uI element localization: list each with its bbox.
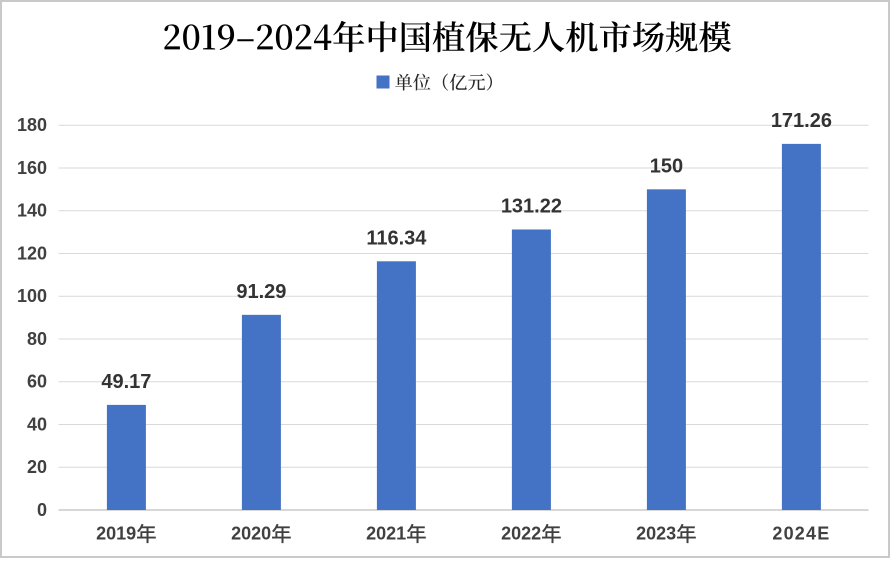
svg-text:80: 80 — [27, 329, 47, 349]
svg-text:131.22: 131.22 — [501, 195, 562, 217]
svg-text:140: 140 — [17, 201, 47, 221]
svg-text:150: 150 — [650, 155, 683, 177]
svg-text:0: 0 — [37, 500, 47, 520]
svg-text:120: 120 — [17, 243, 47, 263]
svg-text:180: 180 — [17, 115, 47, 135]
svg-text:2020: 2020 — [231, 524, 271, 544]
svg-text:40: 40 — [27, 414, 47, 434]
svg-text:171.26: 171.26 — [771, 110, 832, 132]
svg-text:2023: 2023 — [636, 524, 676, 544]
svg-text:2022: 2022 — [501, 524, 541, 544]
svg-text:91.29: 91.29 — [236, 281, 286, 303]
svg-text:2019: 2019 — [96, 524, 136, 544]
svg-text:100: 100 — [17, 286, 47, 306]
svg-text:2021: 2021 — [366, 524, 406, 544]
svg-text:116.34: 116.34 — [366, 227, 427, 249]
svg-text:20: 20 — [27, 457, 47, 477]
svg-text:49.17: 49.17 — [101, 371, 151, 393]
svg-text:60: 60 — [27, 372, 47, 392]
svg-text:2024E: 2024E — [772, 524, 830, 544]
svg-text:160: 160 — [17, 158, 47, 178]
